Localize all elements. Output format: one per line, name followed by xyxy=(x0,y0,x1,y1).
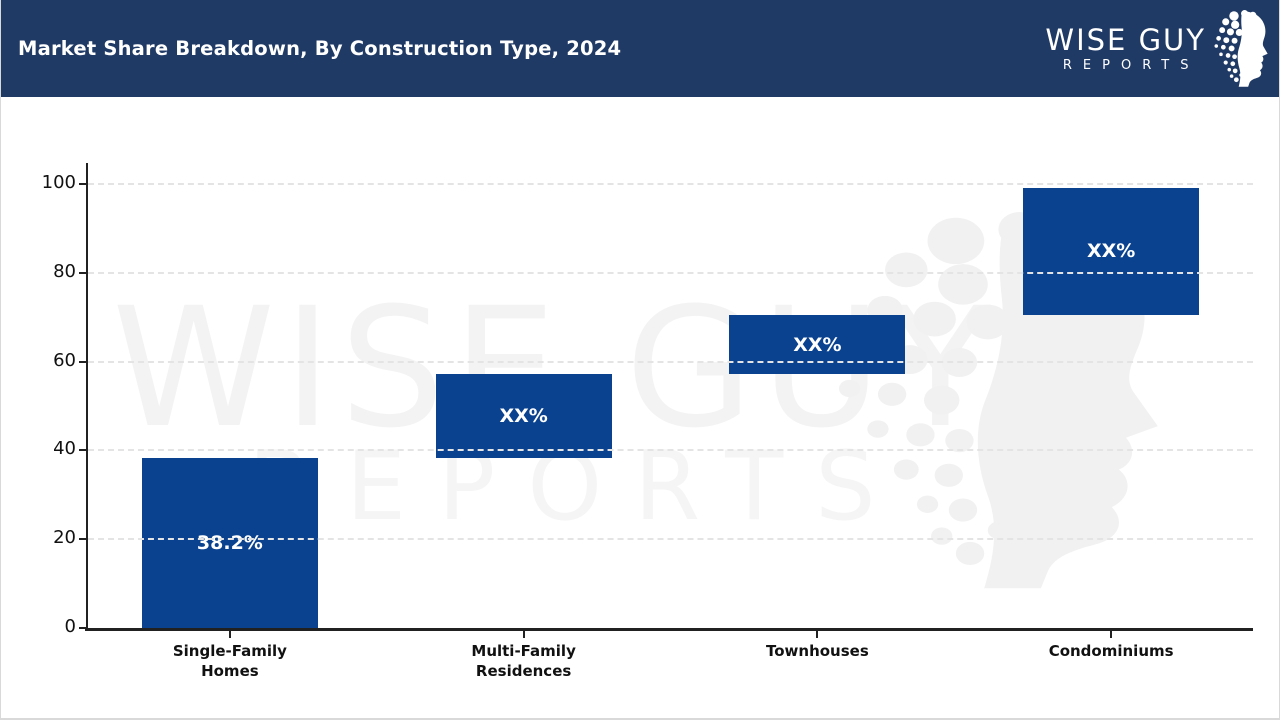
y-tick-label-0: 0 xyxy=(64,616,76,637)
bar-value-label-2: XX% xyxy=(499,405,548,428)
wiseguy-logo-text: WISE GUY REPORTS xyxy=(1045,23,1206,73)
wiseguy-logo: WISE GUY REPORTS xyxy=(1045,6,1270,92)
y-tick-label-60: 60 xyxy=(53,349,76,371)
y-tick-label-20: 20 xyxy=(53,527,76,549)
y-tick-label-80: 80 xyxy=(53,260,76,282)
bar-1: 38.2% xyxy=(141,458,318,628)
gridline-y20 xyxy=(88,538,1253,541)
bar-value-label-4: XX% xyxy=(1086,240,1136,263)
y-tick-mark-60 xyxy=(79,360,87,363)
gridline-y80 xyxy=(88,271,1253,274)
gridline-y100 xyxy=(88,183,1253,185)
x-tick-mark-3 xyxy=(816,630,819,638)
bar-value-label-1: 38.2% xyxy=(196,532,263,555)
bar-4: XX% xyxy=(1023,187,1200,316)
logo-wordmark: WISE GUY xyxy=(1045,23,1206,58)
y-axis-line xyxy=(86,163,88,630)
x-axis-line xyxy=(85,628,1253,631)
y-tick-mark-80 xyxy=(79,271,87,274)
bar-value-label-3: XX% xyxy=(793,333,842,356)
y-tick-mark-0 xyxy=(79,627,87,629)
waterfall-chart-plot-area: 0 20 40 60 80 100 38.2% Single-Family Homes XX% M… xyxy=(0,97,1280,720)
x-category-label-3: Townhouses xyxy=(765,642,869,660)
bar-3: XX% xyxy=(729,315,906,375)
chart-title: Market Share Breakdown, By Construction … xyxy=(18,37,622,60)
gridline-y40 xyxy=(88,449,1253,452)
wiseguy-head-icon xyxy=(1214,10,1268,87)
y-tick-mark-20 xyxy=(79,538,87,541)
x-category-label-2: Multi-Family Residences xyxy=(471,642,576,681)
y-tick-mark-40 xyxy=(79,449,87,452)
bar-2: XX% xyxy=(435,374,612,459)
y-tick-label-100: 100 xyxy=(41,172,76,193)
x-tick-mark-1 xyxy=(228,630,231,638)
gridline-y60 xyxy=(88,360,1253,363)
logo-subtitle: REPORTS xyxy=(1062,57,1200,73)
x-tick-mark-4 xyxy=(1110,630,1113,638)
y-tick-mark-100 xyxy=(79,183,87,185)
y-tick-label-40: 40 xyxy=(53,438,76,460)
x-tick-mark-2 xyxy=(522,630,525,638)
x-category-label-1: Single-Family Homes xyxy=(172,642,287,681)
header-bar: Market Share Breakdown, By Construction … xyxy=(0,0,1280,97)
x-category-label-4: Condominiums xyxy=(1048,642,1174,660)
